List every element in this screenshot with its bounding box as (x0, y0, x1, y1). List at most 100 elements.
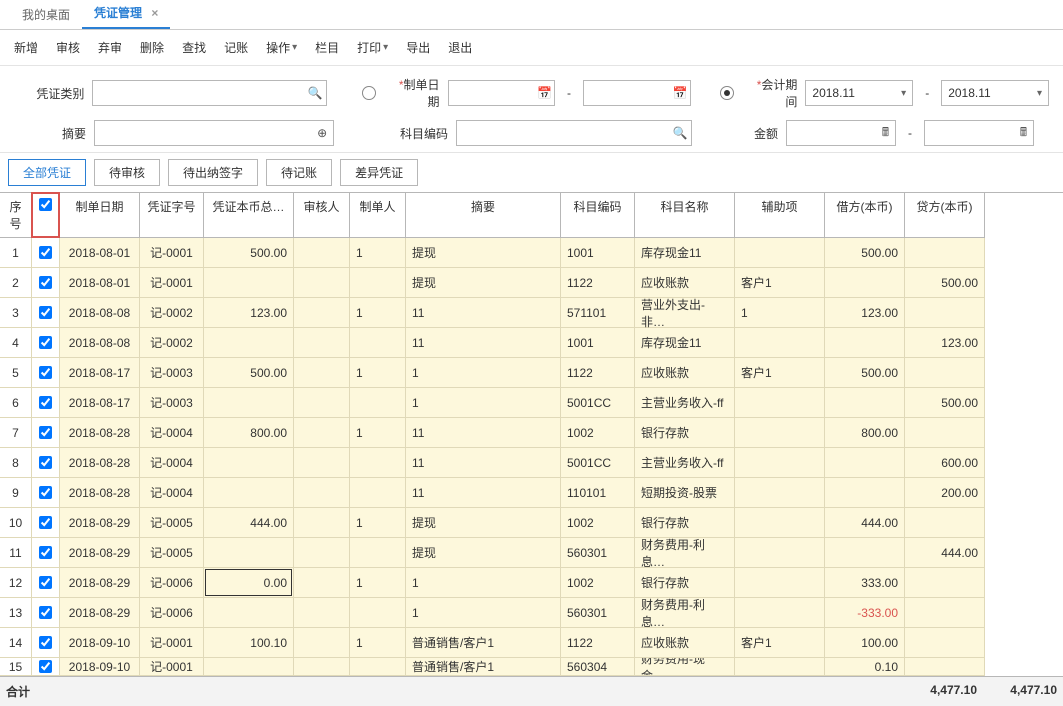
col-maker[interactable]: 制单人 (350, 193, 406, 238)
row-acctname: 应收账款 (635, 268, 735, 298)
calc-icon[interactable]: 🖩 (1014, 123, 1033, 144)
table-row[interactable]: 82018-08-28记-0004115001CC主营业务收入-ff600.00 (0, 448, 1063, 478)
row-checkbox[interactable] (39, 516, 52, 529)
row-checkbox[interactable] (39, 426, 52, 439)
row-checkbox[interactable] (39, 276, 52, 289)
toolbar-打印[interactable]: 打印▾ (357, 39, 388, 56)
row-credit (905, 508, 985, 538)
radio-period[interactable] (720, 86, 734, 100)
col-summary[interactable]: 摘要 (406, 193, 561, 238)
row-vnum: 记-0006 (140, 598, 204, 628)
view-tab-0[interactable]: 全部凭证 (8, 159, 86, 186)
row-maker: 1 (350, 628, 406, 658)
search-icon[interactable]: 🔍 (304, 86, 326, 100)
table-row[interactable]: 52018-08-17记-0003500.00111122应收账款客户1500.… (0, 358, 1063, 388)
view-tab-2[interactable]: 待出纳签字 (168, 159, 258, 186)
table-row[interactable]: 102018-08-29记-0005444.001提现1002银行存款444.0… (0, 508, 1063, 538)
period-from[interactable]: 2018.11▾ (805, 80, 913, 106)
row-maker: 1 (350, 568, 406, 598)
row-checkbox[interactable] (39, 396, 52, 409)
row-checkbox[interactable] (39, 636, 52, 649)
col-date[interactable]: 制单日期 (60, 193, 140, 238)
row-total: 500.00 (204, 238, 294, 268)
view-tab-1[interactable]: 待审核 (94, 159, 160, 186)
col-debit[interactable]: 借方(本币) (825, 193, 905, 238)
calendar-icon[interactable]: 📅 (670, 86, 689, 100)
table-row[interactable]: 132018-08-29记-00061560301财务费用-利息…-333.00 (0, 598, 1063, 628)
table-row[interactable]: 112018-08-29记-0005提现560301财务费用-利息…444.00 (0, 538, 1063, 568)
chevron-down-icon: ▾ (383, 42, 388, 53)
row-checkbox[interactable] (39, 576, 52, 589)
row-checkbox[interactable] (39, 336, 52, 349)
table-row[interactable]: 142018-09-10记-0001100.101普通销售/客户11122应收账… (0, 628, 1063, 658)
col-acctname[interactable]: 科目名称 (635, 193, 735, 238)
row-aux: 客户1 (735, 268, 825, 298)
row-vnum: 记-0001 (140, 268, 204, 298)
label-acct-code: 科目编码 (400, 125, 448, 142)
make-date-from[interactable]: 📅 (448, 80, 556, 106)
amount-from[interactable]: 🖩 (786, 120, 896, 146)
toolbar-查找[interactable]: 查找 (182, 39, 206, 56)
close-icon[interactable]: × (151, 6, 158, 20)
table-row[interactable]: 122018-08-29记-00060.00111002银行存款333.00 (0, 568, 1063, 598)
tab-desktop[interactable]: 我的桌面 (10, 0, 82, 29)
row-checkbox[interactable] (39, 486, 52, 499)
table-row[interactable]: 32018-08-08记-0002123.00111571101营业外支出-非…… (0, 298, 1063, 328)
header-checkbox[interactable] (39, 198, 52, 211)
toolbar-退出[interactable]: 退出 (448, 39, 472, 56)
table-row[interactable]: 22018-08-01记-0001提现1122应收账款客户1500.00 (0, 268, 1063, 298)
search-icon[interactable]: 🔍 (669, 126, 691, 140)
voucher-type-input[interactable]: 🔍 (92, 80, 327, 106)
table-row[interactable]: 72018-08-28记-0004800.001111002银行存款800.00 (0, 418, 1063, 448)
row-credit (905, 628, 985, 658)
row-index: 4 (0, 328, 32, 358)
row-checkbox[interactable] (39, 246, 52, 259)
col-checkbox[interactable] (32, 193, 60, 238)
col-vnum[interactable]: 凭证字号 (140, 193, 204, 238)
toolbar-操作[interactable]: 操作▾ (266, 39, 297, 56)
toolbar-弃审[interactable]: 弃审 (98, 39, 122, 56)
view-tab-4[interactable]: 差异凭证 (340, 159, 418, 186)
col-aux[interactable]: 辅助项 (735, 193, 825, 238)
col-auditor[interactable]: 审核人 (294, 193, 350, 238)
row-checkbox[interactable] (39, 660, 52, 673)
toolbar-栏目[interactable]: 栏目 (315, 39, 339, 56)
col-total[interactable]: 凭证本币总… (204, 193, 294, 238)
calc-icon[interactable]: 🖩 (876, 123, 895, 144)
table-row[interactable]: 92018-08-28记-000411110101短期投资-股票200.00 (0, 478, 1063, 508)
table-row[interactable]: 62018-08-17记-000315001CC主营业务收入-ff500.00 (0, 388, 1063, 418)
row-checkbox[interactable] (39, 456, 52, 469)
toolbar-新增[interactable]: 新增 (14, 39, 38, 56)
lookup-icon[interactable]: ⊕ (311, 126, 333, 140)
row-debit: 500.00 (825, 238, 905, 268)
row-credit (905, 418, 985, 448)
col-acct[interactable]: 科目编码 (561, 193, 635, 238)
toolbar-记账[interactable]: 记账 (224, 39, 248, 56)
acct-code-input[interactable]: 🔍 (456, 120, 692, 146)
toolbar-审核[interactable]: 审核 (56, 39, 80, 56)
toolbar-删除[interactable]: 删除 (140, 39, 164, 56)
toolbar-导出[interactable]: 导出 (406, 39, 430, 56)
table-row[interactable]: 42018-08-08记-0002111001库存现金11123.00 (0, 328, 1063, 358)
row-checkbox[interactable] (39, 366, 52, 379)
view-tab-3[interactable]: 待记账 (266, 159, 332, 186)
tab-voucher-mgmt[interactable]: 凭证管理 × (82, 0, 170, 29)
grid-footer: 合计 4,477.10 4,477.10 (0, 676, 1063, 706)
row-checkbox[interactable] (39, 606, 52, 619)
make-date-to[interactable]: 📅 (583, 80, 691, 106)
col-idx[interactable]: 序号 (0, 193, 32, 238)
summary-input[interactable]: ⊕ (94, 120, 334, 146)
col-credit[interactable]: 贷方(本币) (905, 193, 985, 238)
voucher-type-field[interactable] (93, 82, 304, 104)
table-row[interactable]: 152018-09-10记-0001普通销售/客户1560304财务费用-现金…… (0, 658, 1063, 676)
amount-to[interactable]: 🖩 (924, 120, 1034, 146)
period-to[interactable]: 2018.11▾ (941, 80, 1049, 106)
row-auditor (294, 268, 350, 298)
row-checkbox[interactable] (39, 546, 52, 559)
table-row[interactable]: 12018-08-01记-0001500.001提现1001库存现金11500.… (0, 238, 1063, 268)
row-debit: 0.10 (825, 658, 905, 676)
row-checkbox[interactable] (39, 306, 52, 319)
radio-make-date[interactable] (362, 86, 376, 100)
calendar-icon[interactable]: 📅 (535, 86, 554, 100)
view-tabs: 全部凭证待审核待出纳签字待记账差异凭证 (0, 153, 1063, 192)
